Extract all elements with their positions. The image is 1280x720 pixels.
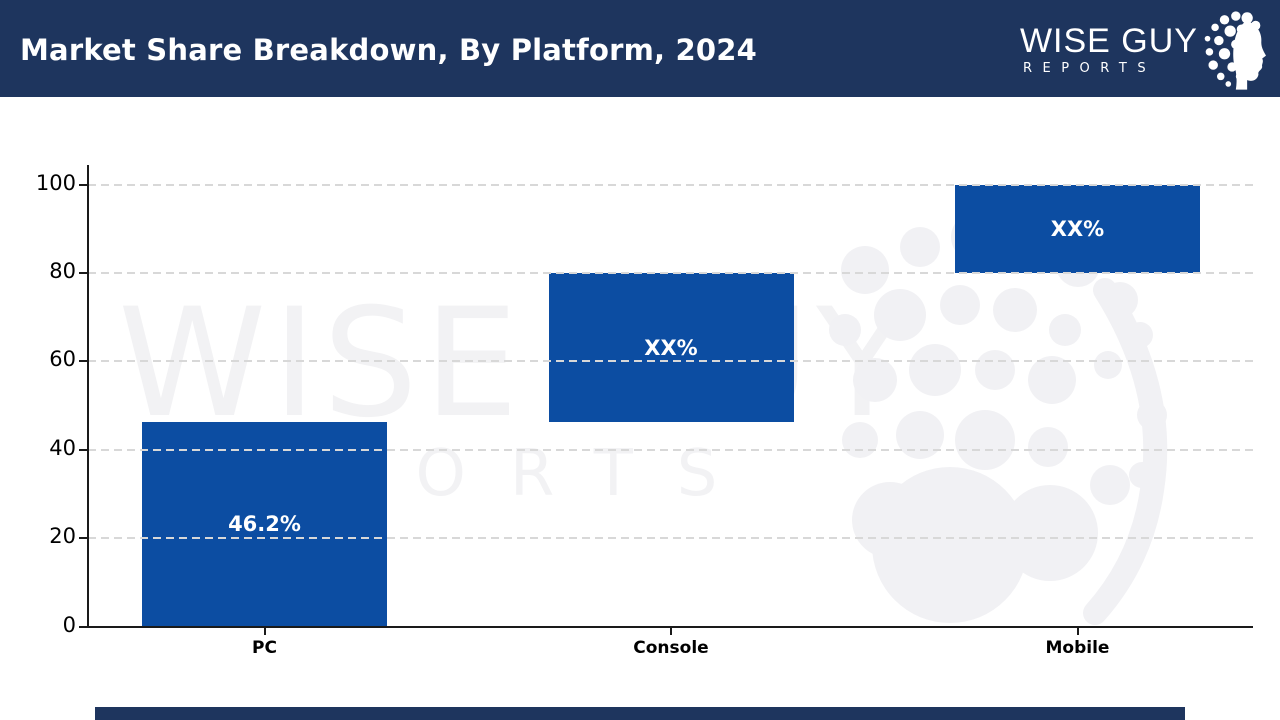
watermark-head-icon (829, 215, 1168, 625)
x-tick-mark-console (670, 628, 672, 635)
x-axis-line (86, 626, 1253, 628)
gridline-80 (88, 271, 1253, 274)
logo-head-icon (1204, 11, 1266, 90)
y-tick-label-60: 60 (49, 347, 76, 372)
y-tick-label-0: 0 (62, 612, 76, 637)
logo-wordmark: WISE GUY (1019, 22, 1198, 61)
bar-mobile: XX% (955, 184, 1200, 273)
y-tick-label-40: 40 (49, 435, 76, 460)
brand-logo: WISE GUY REPORTS (1020, 10, 1266, 90)
y-tick-mark-60 (79, 360, 88, 363)
y-tick-mark-20 (79, 537, 88, 540)
bar-pc: 46.2% (142, 422, 387, 627)
bar-console: XX% (548, 272, 794, 423)
y-tick-mark-40 (79, 448, 88, 451)
y-tick-mark-80 (79, 271, 88, 274)
x-tick-mark-mobile (1076, 628, 1079, 635)
x-tick-label-console: Console (633, 638, 709, 658)
logo-subtext: REPORTS (1022, 60, 1157, 76)
gridline-60 (88, 360, 1253, 363)
bar-value-label: XX% (1050, 216, 1105, 241)
gridline-100 (88, 183, 1253, 186)
x-tick-label-mobile: Mobile (1045, 638, 1110, 658)
header-bar: Market Share Breakdown, By Platform, 202… (0, 0, 1280, 97)
y-tick-mark-0 (79, 625, 88, 628)
y-axis-line (87, 165, 89, 627)
chart-title: Market Share Breakdown, By Platform, 202… (20, 33, 758, 67)
y-tick-label-20: 20 (49, 524, 76, 549)
plot-area: WISE GUY REPORTS 0 20 40 60 80 100 46.2% PC XX% C… (0, 97, 1280, 707)
x-tick-mark-pc (263, 628, 266, 635)
bar-value-label: 46.2% (228, 512, 301, 537)
y-tick-label-80: 80 (49, 258, 76, 283)
footer-bar (95, 707, 1185, 720)
y-tick-label-100: 100 (35, 170, 76, 195)
gridline-40 (88, 448, 1253, 451)
gridline-20 (88, 537, 1253, 540)
bar-value-label: XX% (644, 335, 698, 360)
x-tick-label-pc: PC (252, 638, 277, 658)
y-tick-mark-100 (79, 183, 88, 186)
brand-logo-text: WISE GUY REPORTS (1019, 22, 1198, 76)
